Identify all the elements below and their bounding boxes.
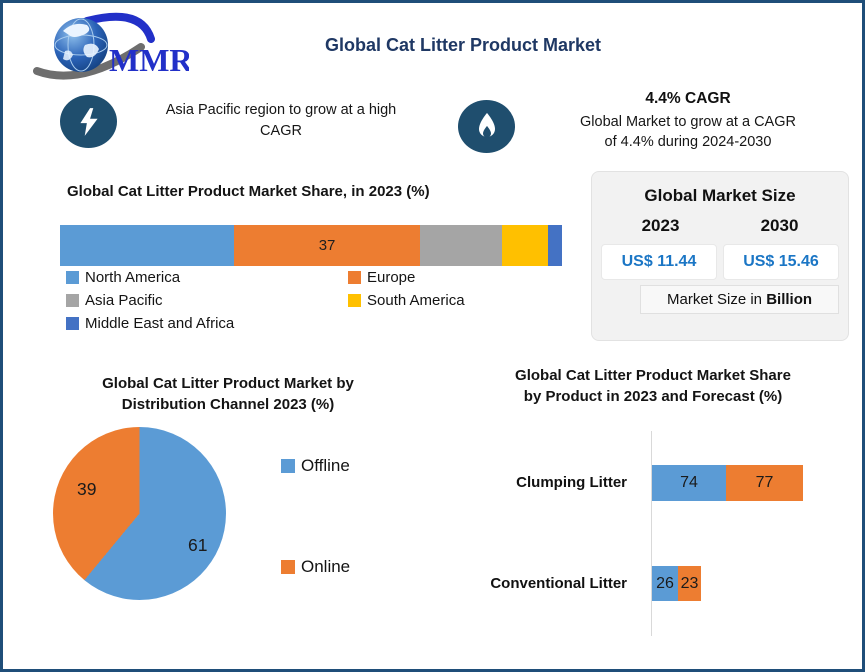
market-size-values: US$ 11.44 US$ 15.46 <box>592 244 848 280</box>
clumping-litter-bars: 74 77 <box>652 465 803 501</box>
mmr-logo: MMR <box>29 9 193 81</box>
region-share-bar: 37 <box>60 225 562 266</box>
footnote-text: Market Size in <box>666 291 767 308</box>
legend-label: Middle East and Africa <box>85 315 235 332</box>
cagr-heading: 4.4% CAGR <box>645 90 731 107</box>
pie-online-value: 39 <box>77 479 97 499</box>
footnote-unit: Billion <box>766 291 813 308</box>
legend-swatch-icon <box>348 294 361 307</box>
region-legend-item-south-america: South America <box>348 290 571 311</box>
highlight-cagr: 4.4% CAGR Global Market to grow at a CAG… <box>553 90 823 153</box>
lightning-icon <box>60 95 117 148</box>
region-share-legend: North America Europe Asia Pacific South Ame… <box>66 267 571 334</box>
market-size-footnote: Market Size in Billion <box>640 285 839 314</box>
conventional-litter-label: Conventional Litter <box>490 575 627 592</box>
market-size-years: 2023 2030 <box>592 216 848 236</box>
conventional-litter-bars: 26 23 <box>652 566 701 601</box>
clumping-forecast-bar: 77 <box>726 465 803 501</box>
year-2030-label: 2030 <box>760 216 799 235</box>
product-title-line-1: Global Cat Litter Product Market Share <box>515 367 791 384</box>
conventional-2023-value: 26 <box>656 574 674 592</box>
segment-value-label: 37 <box>318 237 336 254</box>
region-share-title: Global Cat Litter Product Market Share, … <box>67 183 430 200</box>
channel-legend-item-offline: Offline <box>281 455 350 476</box>
legend-swatch-icon <box>66 271 79 284</box>
page-title: Global Cat Litter Product Market <box>324 35 602 55</box>
logo-swoosh-blue <box>83 12 155 43</box>
cagr-line-2: of 4.4% during 2024-2030 <box>604 134 772 151</box>
region-segment-asia-pacific <box>420 225 503 266</box>
product-share-title: Global Cat Litter Product Market Share b… <box>473 365 833 407</box>
logo-wordmark: MMR <box>109 42 189 78</box>
year-2023-label: 2023 <box>641 216 680 235</box>
legend-swatch-icon <box>281 559 295 574</box>
region-segment-middle-east-and-africa <box>548 225 562 266</box>
highlight-asia-pacific: Asia Pacific region to grow at a high CA… <box>165 102 397 140</box>
conventional-forecast-value: 23 <box>680 574 699 592</box>
legend-swatch-icon <box>281 458 295 473</box>
product-chart-axis <box>651 431 652 636</box>
distribution-pie-legend: Offline Online <box>281 455 350 577</box>
distribution-pie-chart: 39 61 <box>53 427 226 600</box>
region-legend-item-middle-east-and-africa: Middle East and Africa <box>66 313 348 334</box>
product-title-line-2: by Product in 2023 and Forecast (%) <box>523 388 783 405</box>
region-legend-item-asia-pacific: Asia Pacific <box>66 290 348 311</box>
distribution-pie-title: Global Cat Litter Product Market by Dist… <box>48 373 408 415</box>
value-2030: US$ 15.46 <box>723 244 839 280</box>
legend-label: Offline <box>301 455 350 475</box>
legend-label: Online <box>301 556 351 576</box>
value-2023: US$ 11.44 <box>601 244 717 280</box>
legend-label: South America <box>367 292 465 309</box>
region-segment-europe: 37 <box>233 225 421 266</box>
product-share-chart: Clumping Litter 74 77 Conventional Litte… <box>443 428 853 643</box>
market-size-panel: Global Market Size 2023 2030 US$ 11.44 U… <box>591 171 849 341</box>
market-size-title: Global Market Size <box>644 186 796 205</box>
pie-title-line-1: Global Cat Litter Product Market by <box>102 375 354 392</box>
flame-icon <box>458 100 515 153</box>
logo-swoosh-gray <box>33 43 145 80</box>
clumping-2023-value: 74 <box>680 474 698 491</box>
clumping-litter-label: Clumping Litter <box>516 474 627 491</box>
conventional-2023-bar: 26 <box>652 566 678 601</box>
legend-label: Asia Pacific <box>85 292 163 309</box>
region-legend-item-north-america: North America <box>66 267 348 288</box>
region-segment-north-america <box>60 225 234 266</box>
clumping-forecast-value: 77 <box>755 474 774 491</box>
legend-label: North America <box>85 269 181 286</box>
conventional-forecast-bar: 23 <box>678 566 701 601</box>
clumping-2023-bar: 74 <box>652 465 726 501</box>
cagr-line-1: Global Market to grow at a CAGR <box>580 114 796 130</box>
legend-swatch-icon <box>66 317 79 330</box>
region-legend-item-europe: Europe <box>348 267 571 288</box>
region-segment-south-america <box>502 225 549 266</box>
legend-swatch-icon <box>66 294 79 307</box>
channel-legend-item-online: Online <box>281 556 350 577</box>
mmr-logo-graphic: MMR <box>33 12 193 80</box>
pie-title-line-2: Distribution Channel 2023 (%) <box>121 396 335 413</box>
legend-label: Europe <box>367 269 416 286</box>
pie-offline-value: 61 <box>188 535 208 555</box>
legend-swatch-icon <box>348 271 361 284</box>
